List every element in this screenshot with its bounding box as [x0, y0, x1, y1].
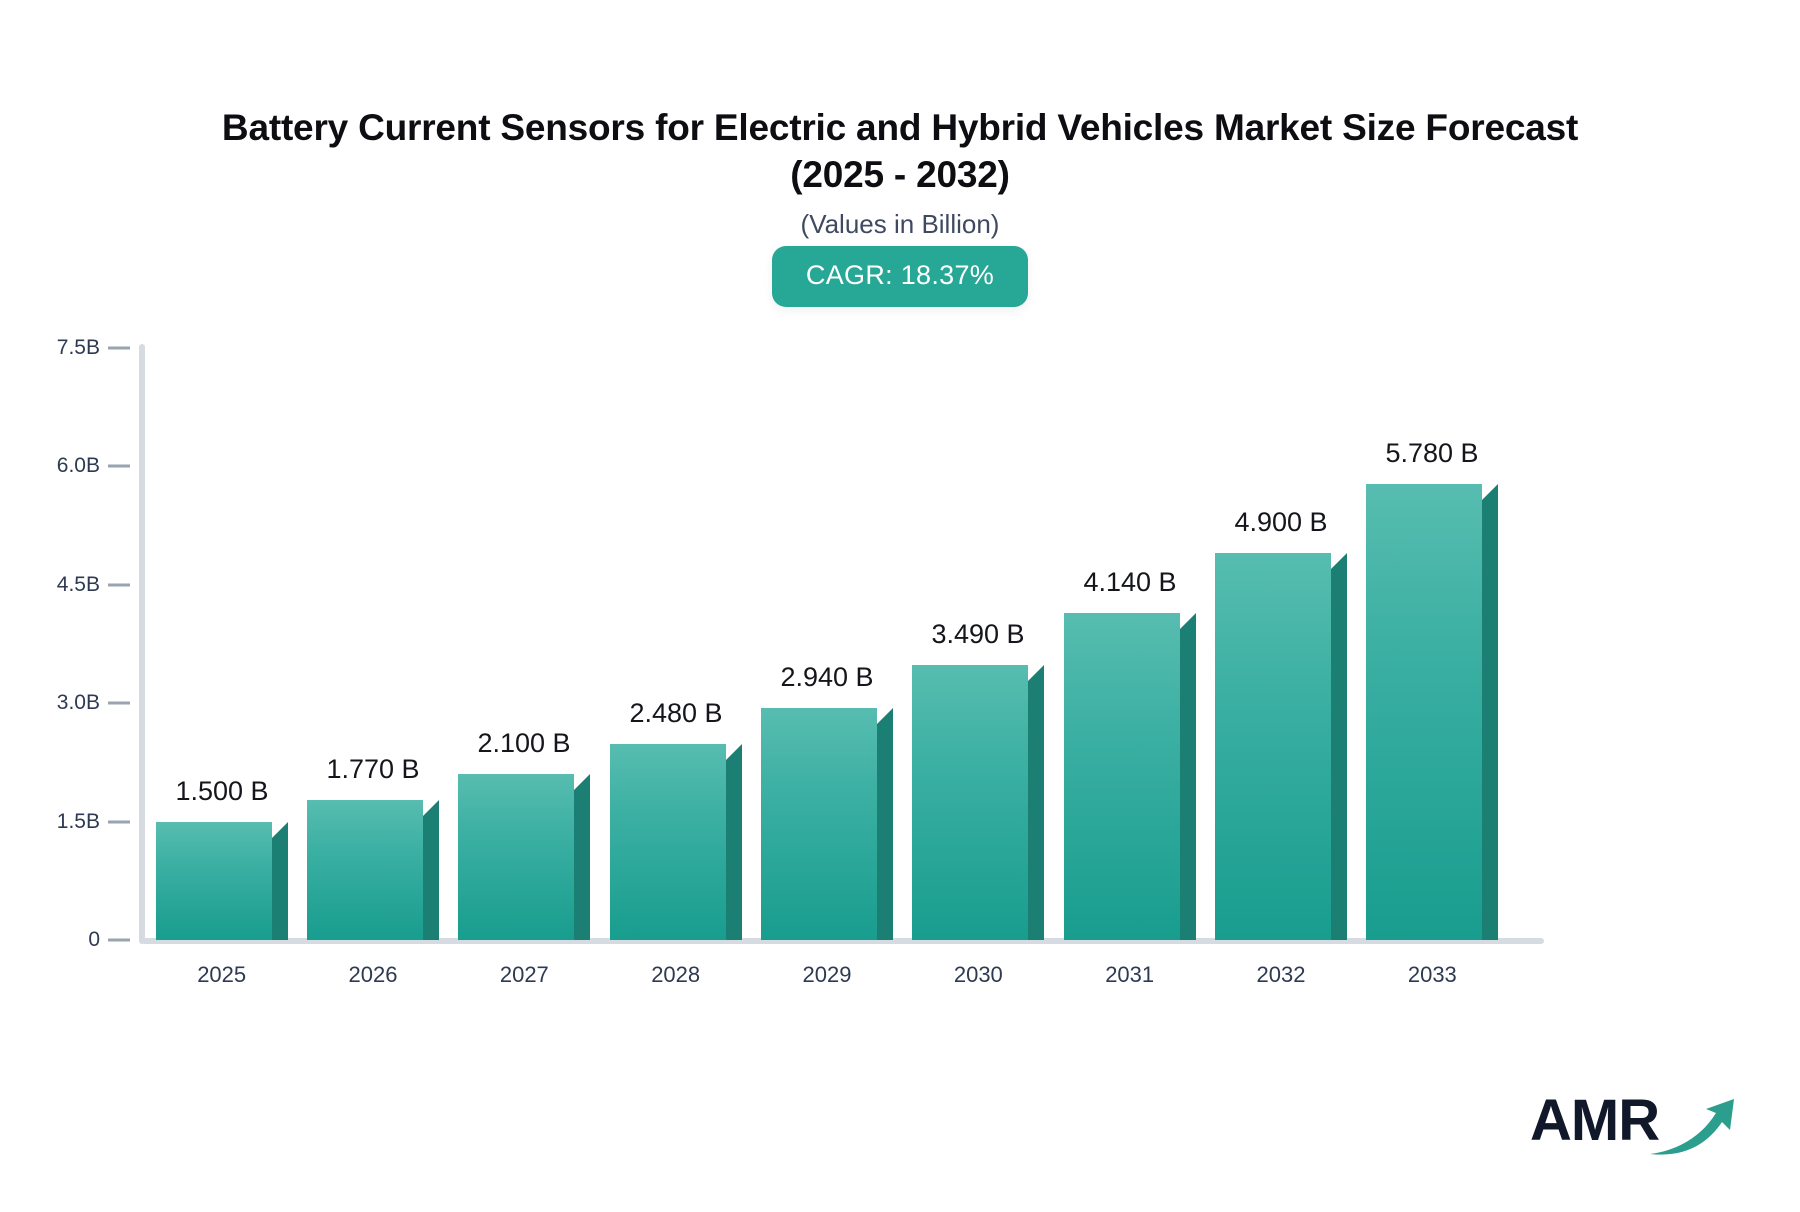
y-axis-tick-label: 7.5B [56, 336, 100, 359]
x-axis-tick-label: 2029 [802, 962, 852, 987]
bar-front-face [458, 774, 574, 940]
bar-side-face [1180, 629, 1196, 940]
y-axis-tick-label: 0 [88, 928, 100, 951]
bar-top-bevel [726, 744, 742, 760]
bar-value-label: 3.490 B [931, 619, 1025, 649]
cagr-badge-wrap: CAGR: 18.37% [0, 245, 1800, 307]
bar-top-bevel [877, 708, 893, 724]
bar-front-face [307, 800, 423, 940]
trend-up-arrow-icon [1648, 1097, 1738, 1164]
bar-front-face [1366, 484, 1482, 940]
y-axis-tick-mark [108, 464, 130, 468]
bar-value-label: 2.100 B [477, 728, 571, 758]
y-axis-tick-mark [108, 701, 130, 705]
y-axis-tick-label: 3.0B [56, 691, 100, 715]
bar-value-label: 2.480 B [629, 698, 723, 728]
y-axis-tick-label: 1.5B [56, 809, 100, 833]
bar-top-bevel [272, 822, 288, 838]
bar-2028[interactable] [610, 744, 742, 940]
bar-front-face [912, 665, 1028, 940]
bar-value-label: 1.500 B [175, 776, 269, 806]
bar-top-bevel [1482, 484, 1498, 500]
y-axis-tick-mark [108, 820, 130, 824]
bar-side-face [726, 760, 742, 940]
bar-value-label: 4.140 B [1083, 567, 1177, 597]
amr-logo: AMR [1530, 1085, 1734, 1165]
chart-title-line1: Battery Current Sensors for Electric and… [221, 107, 1579, 148]
x-axis-tick-label: 2030 [953, 962, 1003, 987]
bar-side-face [1482, 500, 1498, 940]
bar-side-face [574, 790, 590, 940]
y-axis-tick-mark [108, 583, 130, 587]
bar-2029[interactable] [761, 708, 893, 940]
bar-top-bevel [1331, 553, 1347, 569]
bar-front-face [1064, 613, 1180, 940]
bar-2027[interactable] [458, 774, 590, 940]
bar-value-label: 4.900 B [1234, 507, 1328, 537]
bar-2033[interactable] [1366, 484, 1498, 940]
bar-front-face [1215, 553, 1331, 940]
bar-2025[interactable] [156, 822, 288, 940]
bar-top-bevel [1028, 665, 1044, 681]
bar-2026[interactable] [307, 800, 439, 940]
x-axis-tick-label: 2028 [651, 962, 701, 987]
bar-2032[interactable] [1215, 553, 1347, 940]
chart-subtitle: (Values in Billion) [800, 208, 1000, 239]
bar-2030[interactable] [912, 665, 1044, 940]
status-badge: CAGR: 18.37% [771, 245, 1029, 307]
bar-side-face [877, 724, 893, 940]
chart-title-line2: (2025 - 2032) [790, 154, 1010, 196]
bar-front-face [610, 744, 726, 940]
y-axis-tick-label: 4.5B [56, 572, 100, 596]
y-axis-labels: 0 1.5B 3.0B 4.5B 6.0B 7.5B [10, 0, 100, 1212]
bar-value-label: 5.780 B [1385, 438, 1479, 468]
bar-side-face [423, 816, 439, 940]
bar-front-face [761, 708, 877, 940]
y-axis-tick-mark [108, 938, 130, 942]
bar-value-label: 2.940 B [780, 662, 874, 692]
x-axis-line [142, 938, 1544, 944]
page-title: Battery Current Sensors for Electric and… [120, 104, 1680, 199]
bar-front-face [156, 822, 272, 940]
y-axis-tick-mark [108, 346, 130, 350]
bar-side-face [272, 838, 288, 940]
bar-2031[interactable] [1064, 613, 1196, 940]
bar-side-face [1331, 569, 1347, 940]
x-axis-tick-label: 2025 [197, 962, 247, 987]
x-axis-tick-label: 2033 [1407, 962, 1457, 987]
x-axis-tick-label: 2026 [348, 962, 398, 987]
bar-top-bevel [574, 774, 590, 790]
x-axis-tick-label: 2032 [1256, 962, 1306, 987]
bar-top-bevel [1180, 613, 1196, 629]
y-axis-tick-label: 6.0B [56, 454, 100, 478]
x-axis-tick-label: 2027 [499, 962, 549, 987]
x-axis-tick-label: 2031 [1105, 962, 1155, 987]
bar-top-bevel [423, 800, 439, 816]
y-axis-line [139, 344, 145, 944]
chart-header: Battery Current Sensors for Electric and… [0, 104, 1800, 307]
bar-value-label: 1.770 B [326, 754, 420, 784]
bar-side-face [1028, 681, 1044, 940]
logo-text: AMR [1530, 1088, 1660, 1153]
